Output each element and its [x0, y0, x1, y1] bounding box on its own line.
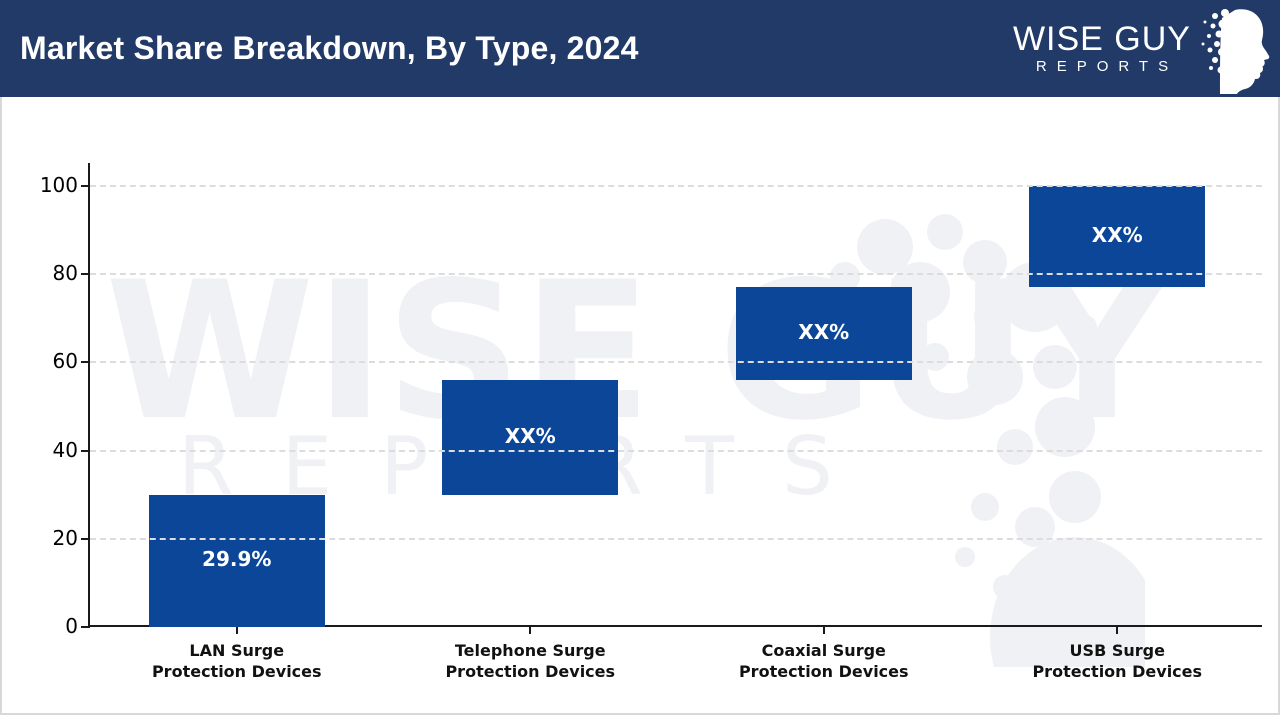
gridline: [90, 185, 1262, 187]
plot-area: 0 20 40 60 80 100 29.9% LAN Surge Protection Dev…: [40, 163, 1262, 681]
header: Market Share Breakdown, By Type, 2024 WI…: [0, 0, 1280, 97]
category-label-line1: USB Surge: [1069, 641, 1165, 660]
y-axis-tick: [81, 361, 90, 364]
y-tick-label: 100: [39, 173, 78, 197]
category-label-line1: Telephone Surge: [454, 641, 606, 660]
y-tick-label: 40: [52, 437, 78, 462]
category-label: Telephone Surge Protection Devices: [384, 640, 677, 682]
wiseguy-logo: WISE GUY REPORTS: [1013, 4, 1270, 94]
y-axis-tick: [81, 449, 90, 452]
image-frame-left: [0, 97, 2, 715]
logo-wordmark: WISE GUY: [1012, 19, 1191, 58]
y-tick-label: 60: [52, 349, 78, 374]
gridline: [90, 273, 1262, 276]
logo-subtitle: REPORTS: [1035, 58, 1179, 76]
category-label-line2: Protection Devices: [151, 662, 322, 681]
image-frame-right: [1278, 97, 1280, 715]
bar: 29.9%: [148, 495, 325, 627]
y-tick-label: 80: [52, 261, 78, 286]
wiseguy-logo-text: WISE GUY REPORTS: [1012, 19, 1191, 76]
gridline: [90, 537, 1262, 540]
category-label: USB Surge Protection Devices: [971, 640, 1264, 682]
x-axis-tick: [235, 627, 238, 634]
wiseguy-head-icon: [1201, 8, 1270, 94]
category-label: LAN Surge Protection Devices: [90, 640, 383, 682]
watermark-head-icon: [830, 214, 1145, 667]
category-label-line2: Protection Devices: [738, 662, 909, 681]
category-label-line1: Coaxial Surge: [761, 641, 886, 660]
x-axis-tick: [529, 627, 532, 634]
x-axis-tick: [1116, 627, 1119, 634]
bar: XX%: [735, 287, 912, 381]
category-label: Coaxial Surge Protection Devices: [677, 640, 970, 682]
y-axis-tick: [81, 626, 90, 628]
y-axis-tick: [81, 273, 90, 276]
y-tick-label: 0: [65, 614, 78, 638]
bar-value-label: 29.9%: [202, 547, 272, 572]
image-frame-bottom: [0, 713, 1280, 715]
y-tick-label: 20: [52, 525, 78, 550]
x-axis-tick: [822, 627, 825, 634]
bar-value-label: XX%: [504, 423, 556, 448]
y-axis-tick: [81, 537, 90, 540]
gridline: [90, 361, 1262, 364]
y-axis-tick: [81, 185, 90, 187]
bar: XX%: [1029, 186, 1206, 288]
page-title: Market Share Breakdown, By Type, 2024: [20, 30, 639, 66]
category-label-line2: Protection Devices: [445, 662, 616, 681]
bar: XX%: [442, 380, 619, 496]
category-label-line1: LAN Surge: [189, 641, 285, 660]
bar-value-label: XX%: [798, 319, 850, 344]
category-label-line2: Protection Devices: [1032, 662, 1203, 681]
gridline: [90, 449, 1262, 452]
bar-value-label: XX%: [1091, 222, 1143, 247]
